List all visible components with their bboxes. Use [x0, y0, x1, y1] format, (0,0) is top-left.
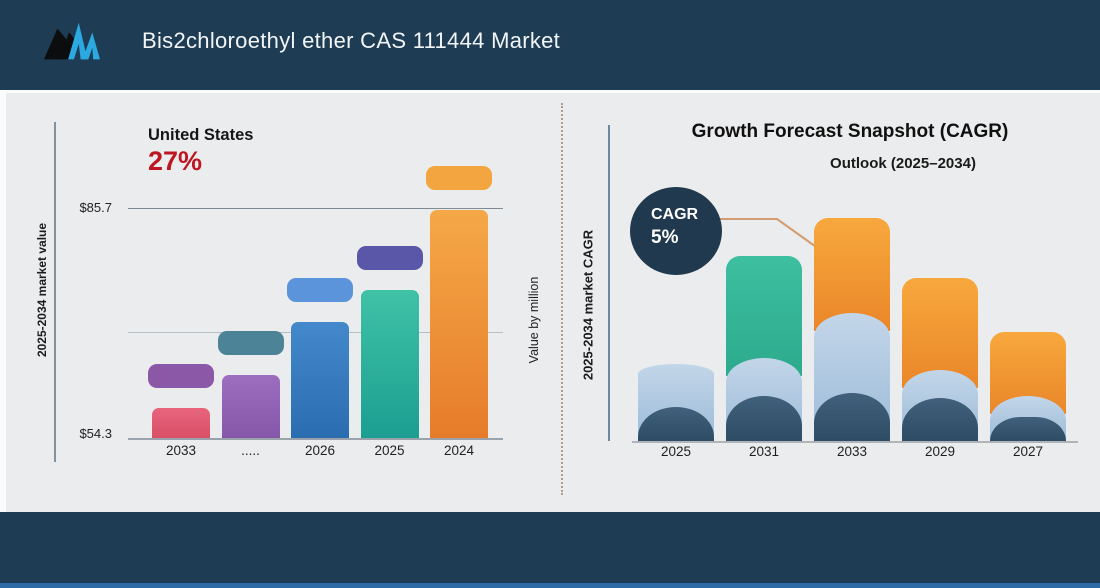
x-tick-label: 2024 [443, 443, 475, 458]
left-chart-region-label: United States [148, 126, 254, 144]
bar-2025 [360, 290, 419, 438]
cagr-badge-label: CAGR [651, 206, 699, 223]
left-ytick-bottom: $54.3 [79, 426, 112, 441]
header-bar: Bis2chloroethyl ether CAS 111444 Market [0, 0, 1100, 90]
segment-base-2027 [990, 417, 1066, 441]
segment-base-2033 [814, 393, 890, 441]
right-y-axis-line [608, 125, 610, 441]
x-tick-label: 2029 [924, 444, 956, 459]
x-tick-label: ..... [241, 443, 260, 458]
bar-cap-2026 [287, 278, 353, 302]
left-y-axis-line [54, 122, 56, 462]
right-chart-title: Growth Forecast Snapshot (CAGR) [691, 121, 1009, 142]
left-y-axis-title: 2025-2034 market value [35, 222, 49, 358]
x-tick-label: 2025 [660, 444, 692, 459]
left-x-axis-line [128, 438, 503, 440]
x-tick-label: 2027 [1012, 444, 1044, 459]
x-tick-label: 2031 [748, 444, 780, 459]
bar-2026 [291, 322, 349, 438]
right-y-axis-title: 2025-2034 market CAGR [580, 229, 596, 381]
bar-2024 [430, 210, 488, 438]
bar-cap-2024 [426, 166, 492, 190]
x-tick-label: 2033 [836, 444, 868, 459]
left-right-axis-title: Value by million [527, 276, 541, 364]
bar-cap-2033 [148, 364, 214, 388]
segment-base-2029 [902, 398, 978, 441]
bar-..... [221, 375, 280, 438]
gridline-85-7 [128, 208, 503, 209]
x-tick-label: 2026 [304, 443, 336, 458]
left-ytick-top: $85.7 [79, 200, 112, 215]
cagr-badge: CAGR 5% [630, 187, 722, 275]
right-chart-subtitle: Outlook (2025–2034) [830, 155, 976, 172]
segment-base-2031 [726, 396, 802, 441]
panel-divider [561, 103, 563, 495]
bar-cap-2025 [356, 246, 423, 270]
segment-top-2033 [814, 218, 890, 331]
footer-accent-strip [0, 583, 1100, 588]
left-chart-share-percent: 27% [148, 146, 203, 176]
segment-top-2029 [902, 278, 978, 388]
right-x-axis-line [632, 441, 1078, 443]
bar-cap-..... [217, 331, 284, 355]
ama-logo-icon [43, 22, 100, 60]
segment-top-2031 [726, 256, 802, 376]
cagr-badge-value: 5% [651, 226, 679, 248]
x-tick-label: 2033 [165, 443, 197, 458]
page-title: Bis2chloroethyl ether CAS 111444 Market [142, 28, 561, 53]
footer-bar: @ All Market Analysis Snapshot GlobalBis… [0, 512, 1100, 588]
x-tick-label: 2025 [374, 443, 405, 458]
bar-2033 [152, 408, 210, 438]
